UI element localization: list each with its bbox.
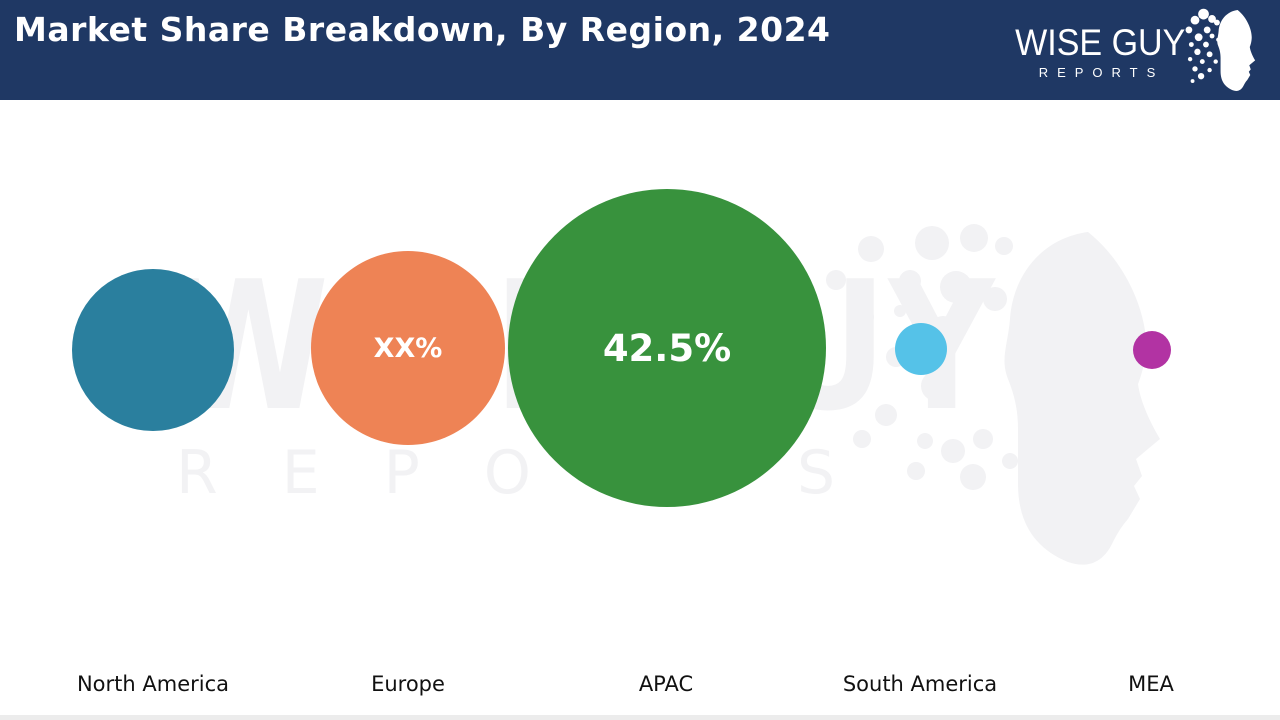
bubble-europe: XX%: [311, 251, 505, 445]
bubble-mea: [1133, 331, 1171, 369]
bottom-divider: [0, 715, 1280, 720]
bubble-apac: 42.5%: [508, 189, 826, 507]
logo-head-icon: [1185, 8, 1256, 91]
region-label-mea: MEA: [1128, 672, 1174, 696]
region-label-apac: APAC: [638, 672, 694, 696]
region-label-north-america: North America: [76, 672, 230, 696]
wiseguy-logo: WISE GUY REPORTS: [1008, 6, 1268, 96]
logo-subtext: REPORTS: [1038, 65, 1165, 80]
bubble-value-label: 42.5%: [602, 326, 732, 370]
bubble-north-america: [72, 269, 234, 431]
page-title: Market Share Breakdown, By Region, 2024: [14, 10, 831, 49]
watermark-reports-text: REPORTS: [176, 438, 900, 508]
logo-text: WISE GUY REPORTS: [1008, 22, 1186, 80]
bubble-chart: WISE GUY REPORTS XX% 42.5%: [0, 100, 1280, 720]
bubble-value-label: XX%: [373, 332, 443, 364]
bubble-south-america: [895, 323, 947, 375]
watermark-head-icon: [826, 224, 1160, 565]
header-bar: Market Share Breakdown, By Region, 2024 …: [0, 0, 1280, 100]
region-label-europe: Europe: [371, 672, 445, 696]
region-label-south-america: South America: [842, 672, 998, 696]
logo-wordmark: WISE GUY: [1015, 22, 1186, 63]
